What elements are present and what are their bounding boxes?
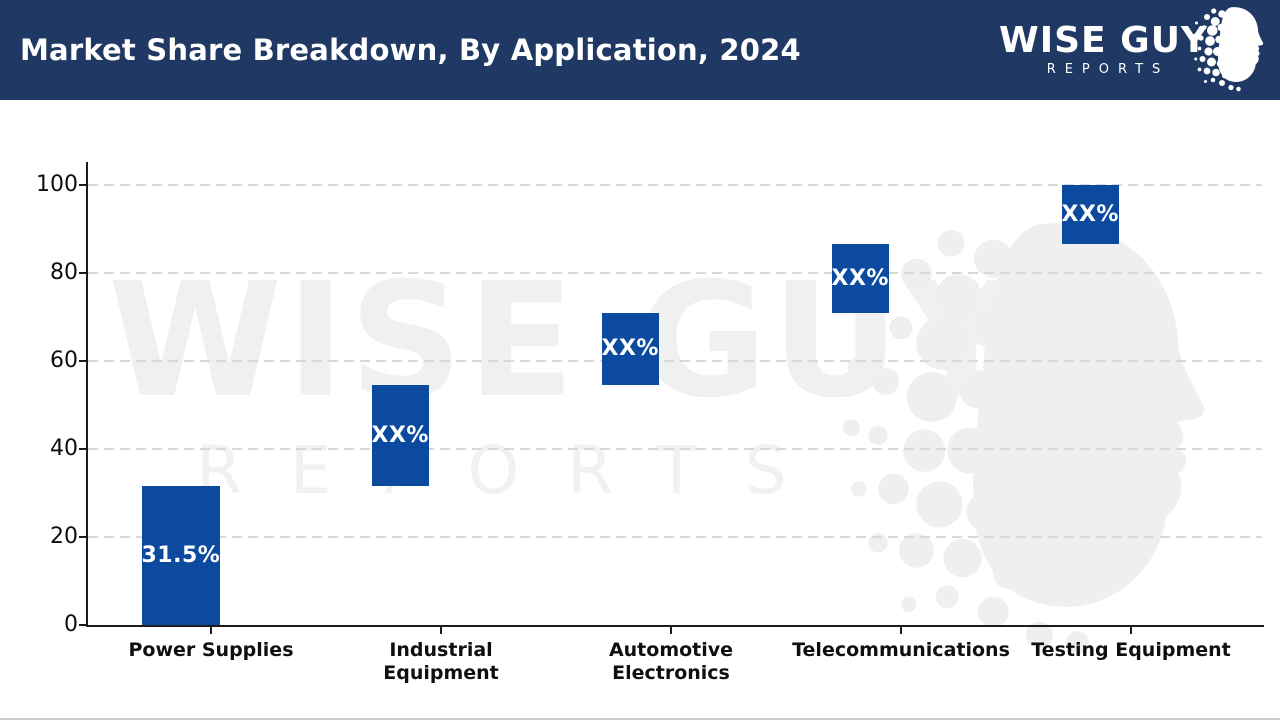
x-axis-label: Testing Equipment [1031, 639, 1231, 661]
bar-value-label: XX% [601, 336, 659, 362]
y-tick-mark [79, 184, 86, 186]
y-tick-mark [79, 360, 86, 362]
x-tick-mark [1130, 627, 1132, 634]
wiseguy-logo: WISE GUY REPORTS [999, 5, 1266, 95]
bar-value-label: XX% [831, 266, 889, 292]
logo-subtitle: REPORTS [1046, 62, 1170, 77]
x-tick-mark [210, 627, 212, 634]
gridline-40 [88, 448, 1262, 450]
gridline-80 [88, 272, 1262, 274]
bar-segment: XX% [601, 312, 659, 386]
x-axis-label: Automotive Electronics [608, 639, 734, 684]
x-axis-label: Industrial Equipment [383, 639, 499, 684]
y-tick-mark [79, 272, 86, 274]
plot-area: 31.5% XX% XX% XX% XX% [88, 184, 1262, 625]
y-tick-label: 100 [36, 172, 78, 197]
bar-segment: 31.5% [141, 486, 221, 625]
x-axis [86, 625, 1264, 627]
y-tick-label: 0 [64, 612, 78, 637]
bar-value-label: XX% [1061, 202, 1119, 228]
bar-value-label: 31.5% [141, 543, 221, 569]
page-title: Market Share Breakdown, By Application, … [20, 33, 801, 67]
y-tick-mark [79, 448, 86, 450]
wiseguy-face-icon [1192, 7, 1264, 92]
x-tick-mark [670, 627, 672, 634]
x-axis-label: Telecommunications [792, 639, 1010, 661]
bar-segment: XX% [1061, 185, 1119, 245]
y-tick-label: 60 [50, 348, 78, 373]
x-tick-mark [900, 627, 902, 634]
logo-wordmark: WISE GUY [998, 20, 1208, 61]
x-axis-label: Power Supplies [128, 639, 294, 661]
logo-text: WISE GUY REPORTS [998, 20, 1208, 78]
y-tick-label: 20 [50, 524, 78, 549]
gridline-20 [88, 536, 1262, 538]
chart: WISE GUY REPORTS 31.5% XX% XX% XX% XX% 0 20 40… [0, 100, 1280, 718]
y-tick-label: 80 [50, 260, 78, 285]
y-tick-mark [79, 536, 86, 538]
y-tick-mark [79, 624, 86, 626]
bar-value-label: XX% [371, 423, 429, 449]
bar-segment: XX% [831, 244, 889, 313]
gridline-60 [88, 360, 1262, 362]
header: Market Share Breakdown, By Application, … [0, 0, 1280, 100]
x-tick-mark [440, 627, 442, 634]
y-tick-label: 40 [50, 436, 78, 461]
gridline-100 [88, 184, 1262, 186]
bar-segment: XX% [371, 385, 429, 487]
